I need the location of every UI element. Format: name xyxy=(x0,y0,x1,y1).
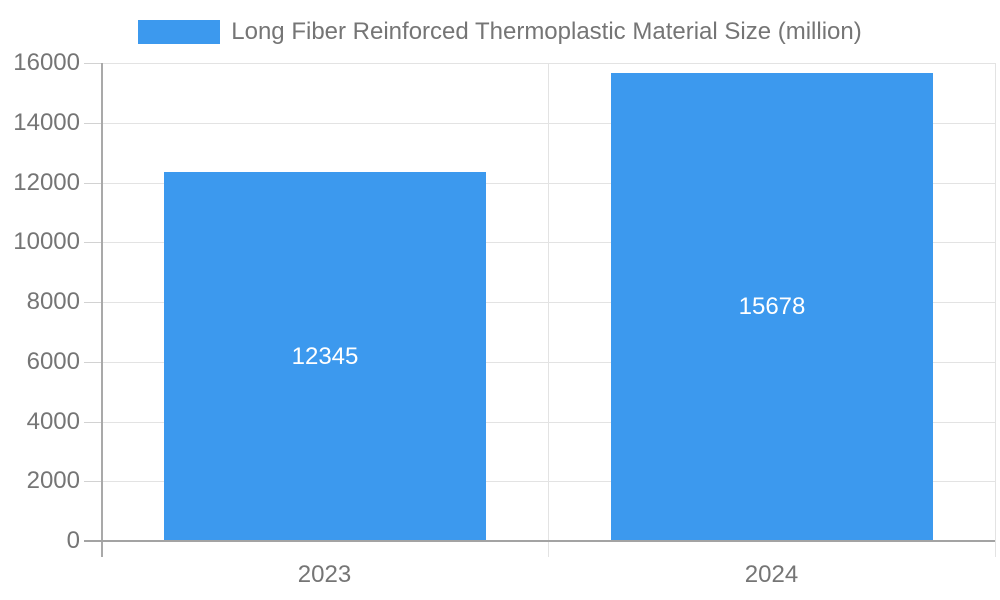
gridline-vertical xyxy=(995,63,996,557)
chart-legend[interactable]: Long Fiber Reinforced Thermoplastic Mate… xyxy=(0,19,1000,45)
x-axis-line xyxy=(84,540,995,542)
y-axis-label: 2000 xyxy=(26,467,80,494)
bar-value-label: 12345 xyxy=(291,343,359,370)
y-axis-label: 10000 xyxy=(13,228,80,255)
y-axis-tick xyxy=(84,481,101,482)
y-axis-label: 8000 xyxy=(26,288,80,315)
bar-value-label: 15678 xyxy=(738,293,806,320)
y-axis-tick xyxy=(84,422,101,423)
legend-swatch xyxy=(138,20,221,44)
y-axis-tick xyxy=(84,123,101,124)
y-axis-label: 12000 xyxy=(13,169,80,196)
y-axis-label: 16000 xyxy=(13,49,80,76)
y-axis-tick xyxy=(84,63,101,64)
y-axis-label: 4000 xyxy=(26,408,80,435)
legend-label: Long Fiber Reinforced Thermoplastic Mate… xyxy=(231,18,862,45)
y-axis-tick xyxy=(84,362,101,363)
y-axis-label: 0 xyxy=(66,527,80,554)
bar-2023[interactable] xyxy=(164,172,486,541)
y-axis-label: 6000 xyxy=(26,348,80,375)
y-axis-line xyxy=(101,63,103,557)
y-axis-tick xyxy=(84,183,101,184)
gridline-vertical xyxy=(548,63,549,557)
y-axis-label: 14000 xyxy=(13,109,80,136)
bar-2024[interactable] xyxy=(611,73,933,541)
y-axis-tick xyxy=(84,302,101,303)
y-axis-tick xyxy=(84,242,101,243)
x-axis-label: 2023 xyxy=(297,561,352,588)
x-axis-label: 2024 xyxy=(744,561,799,588)
